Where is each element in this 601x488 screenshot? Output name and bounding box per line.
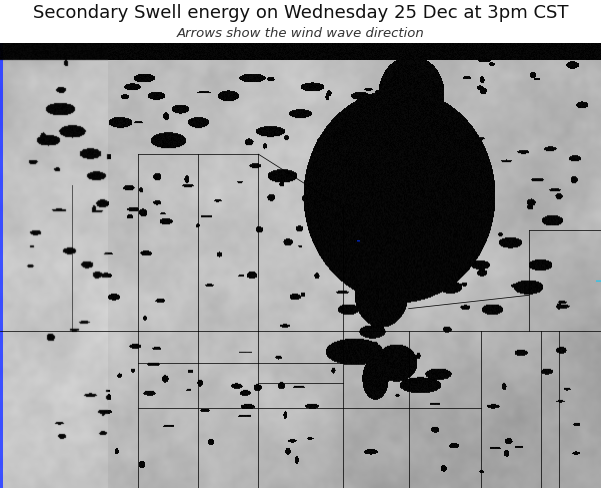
Text: Secondary Swell energy on Wednesday 25 Dec at 3pm CST: Secondary Swell energy on Wednesday 25 D…	[32, 4, 569, 22]
Text: Arrows show the wind wave direction: Arrows show the wind wave direction	[177, 27, 424, 40]
